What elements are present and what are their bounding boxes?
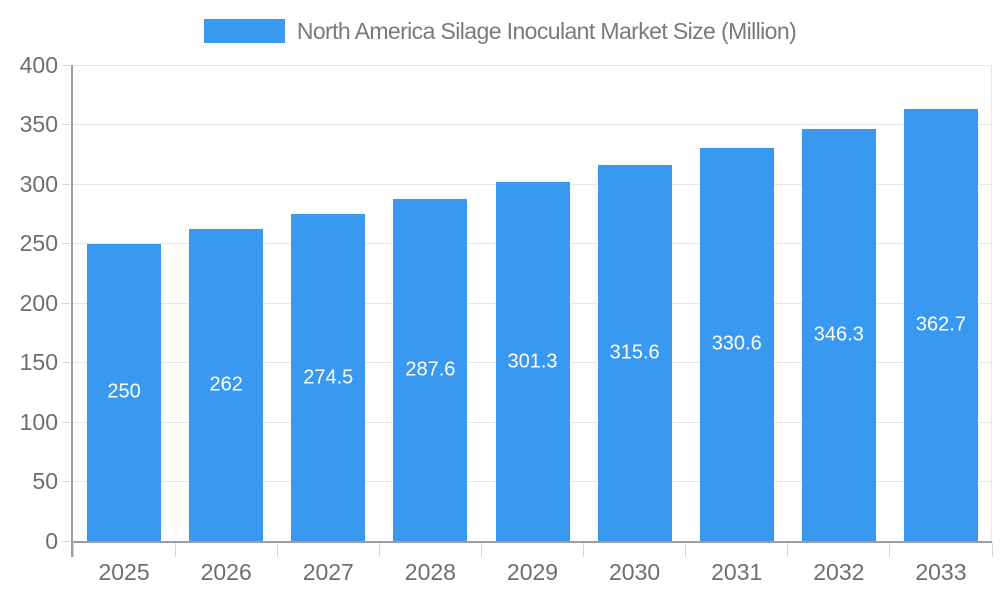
legend-label[interactable]: North America Silage Inoculant Market Si…: [296, 17, 797, 44]
x-axis-label-2025: 2025: [98, 559, 150, 585]
x-tick-0: [72, 543, 74, 557]
bar-2033[interactable]: 362.7: [903, 109, 978, 541]
x-axis-label-2027: 2027: [302, 559, 354, 585]
gridline-350: [73, 124, 992, 125]
bar-2026[interactable]: 262: [189, 229, 264, 541]
bar-value-label-2032: 346.3: [813, 323, 864, 346]
x-tick-5: [583, 543, 585, 557]
y-tick-100: [62, 421, 70, 423]
x-axis-label-2033: 2033: [915, 559, 967, 585]
x-axis-label-2029: 2029: [506, 559, 559, 585]
y-axis-label-100: 100: [19, 408, 58, 435]
y-axis-label-150: 150: [19, 349, 58, 375]
y-tick-350: [62, 124, 70, 125]
x-axis-label-2032: 2032: [813, 559, 865, 585]
legend: North America Silage Inoculant Market Si…: [0, 14, 1000, 48]
x-axis-label-2031: 2031: [711, 559, 763, 585]
y-axis-label-0: 0: [45, 527, 58, 554]
bar-value-label-2031: 330.6: [711, 332, 762, 355]
bar-value-label-2028: 287.6: [405, 358, 456, 381]
y-tick-300: [62, 183, 70, 185]
y-axis-line: [71, 65, 73, 557]
x-tick-8: [889, 543, 891, 557]
y-tick-0: [62, 540, 70, 542]
x-tick-4: [480, 543, 482, 557]
x-tick-2: [276, 543, 278, 557]
bar-2028[interactable]: 287.6: [393, 198, 468, 541]
plot-area: 250 262 274.5 287.6 301.3 315.6 330.6 346.3 362.…: [20, 53, 993, 585]
y-tick-400: [62, 64, 70, 66]
x-tick-1: [174, 543, 176, 557]
bar-2027[interactable]: 274.5: [291, 214, 366, 541]
bar-2029[interactable]: 301.3: [495, 182, 570, 541]
bar-value-label-2033: 362.7: [915, 313, 966, 336]
bar-value-label-2026: 262: [209, 373, 243, 396]
y-axis-label-200: 200: [19, 289, 58, 316]
bar-value-label-2025: 250: [107, 380, 141, 403]
plot-right-border: [991, 65, 992, 541]
bar-2032[interactable]: 346.3: [801, 128, 876, 541]
y-tick-200: [62, 302, 70, 304]
x-tick-7: [787, 543, 789, 557]
y-axis-label-50: 50: [32, 468, 58, 494]
y-tick-50: [62, 481, 70, 482]
bar-value-label-2029: 301.3: [507, 350, 558, 373]
x-axis-label-2026: 2026: [200, 559, 252, 585]
y-axis-label-400: 400: [19, 51, 58, 78]
bar-2030[interactable]: 315.6: [597, 165, 672, 541]
bar-2031[interactable]: 330.6: [699, 147, 774, 541]
x-tick-6: [685, 543, 687, 557]
x-axis-label-2030: 2030: [609, 559, 661, 585]
y-tick-250: [62, 243, 70, 244]
x-axis-line: [71, 541, 992, 543]
x-axis-label-2028: 2028: [404, 559, 456, 585]
bar-2025[interactable]: 250: [87, 243, 162, 541]
x-tick-3: [378, 543, 380, 557]
y-tick-150: [62, 362, 70, 363]
legend-swatch[interactable]: [203, 19, 285, 43]
y-axis-label-300: 300: [19, 170, 58, 197]
bar-value-label-2027: 274.5: [303, 366, 354, 389]
gridline-400: [73, 64, 992, 66]
y-axis-label-250: 250: [19, 230, 58, 256]
x-tick-9: [991, 543, 993, 557]
bar-value-label-2030: 315.6: [609, 341, 660, 364]
y-axis-label-350: 350: [19, 111, 58, 137]
